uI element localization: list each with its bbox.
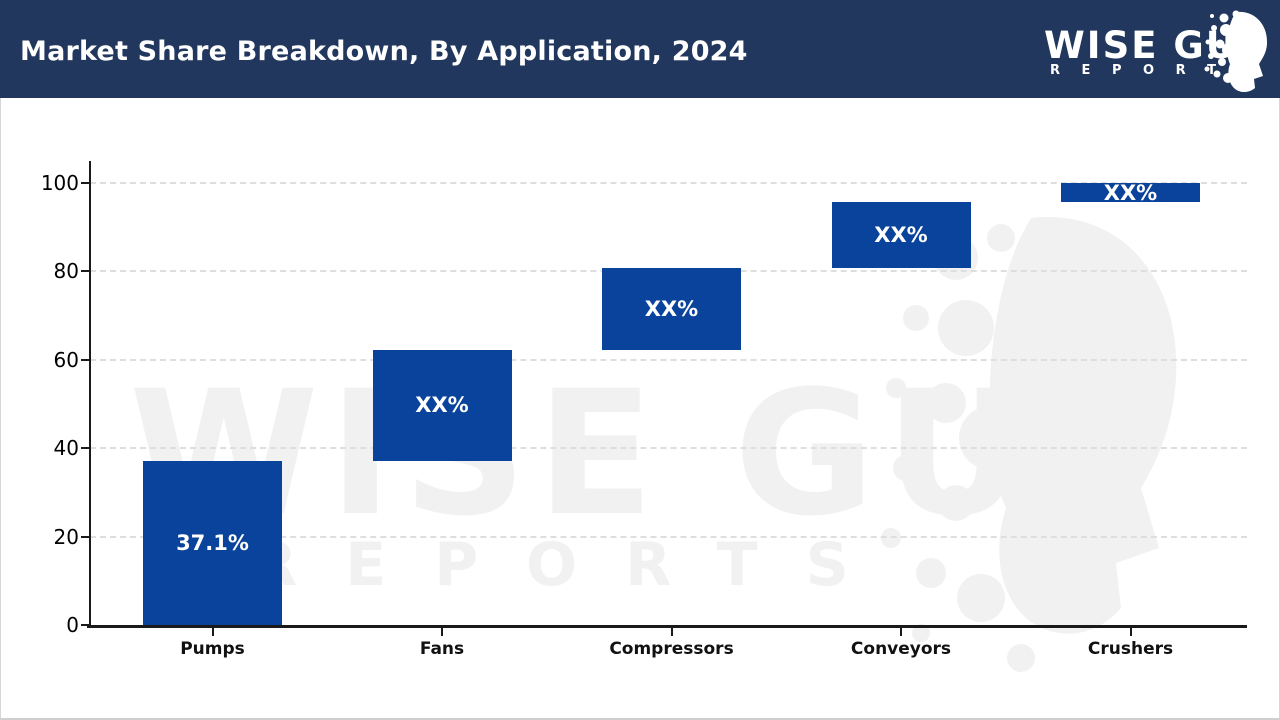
gridline xyxy=(90,535,1247,538)
x-axis-line xyxy=(87,625,1247,628)
x-category-label: Compressors xyxy=(609,639,734,659)
y-axis-line xyxy=(89,161,91,627)
bar-pumps: 37.1% xyxy=(143,461,282,625)
y-tick-mark xyxy=(81,535,89,538)
x-tick-mark xyxy=(670,628,673,636)
chart-area: WISE GUY REPORTS 0 20 40 60 80 100 37.1% Pumps X… xyxy=(0,98,1280,720)
y-tick-mark xyxy=(81,270,89,273)
y-tick-label: 60 xyxy=(53,347,79,372)
x-tick-mark xyxy=(441,628,443,636)
y-tick-label: 80 xyxy=(53,259,79,284)
x-category-label: Conveyors xyxy=(850,639,952,659)
plot: 0 20 40 60 80 100 37.1% Pumps XX% Fans XX% Compress… xyxy=(1,98,1280,720)
bar-value-label: XX% xyxy=(874,222,928,247)
x-category-label: Fans xyxy=(419,639,465,659)
head-profile-icon xyxy=(1204,10,1268,93)
gridline xyxy=(90,182,1247,184)
bar-fans: XX% xyxy=(372,349,512,461)
brand-logo-subtext: R E P O R T S xyxy=(1050,63,1256,78)
page-title: Market Share Breakdown, By Application, … xyxy=(20,36,748,67)
x-tick-mark xyxy=(900,628,902,636)
bar-value-label: XX% xyxy=(415,393,469,418)
y-tick-label: 20 xyxy=(53,524,79,549)
y-tick-mark xyxy=(81,182,89,184)
y-tick-label: 100 xyxy=(40,171,79,195)
header-bar: Market Share Breakdown, By Application, … xyxy=(0,0,1280,98)
bar-crushers: XX% xyxy=(1061,180,1200,205)
bar-value-label: XX% xyxy=(1103,180,1158,205)
bar-compressors: XX% xyxy=(602,267,741,350)
x-tick-mark xyxy=(1129,628,1132,636)
x-category-label: Pumps xyxy=(180,639,245,659)
bar-value-label: 37.1% xyxy=(176,531,249,555)
gridline xyxy=(90,358,1247,361)
y-tick-label: 40 xyxy=(53,436,79,461)
x-category-label: Crushers xyxy=(1087,639,1174,659)
y-tick-mark xyxy=(81,447,89,450)
y-tick-mark xyxy=(81,624,89,626)
y-tick-label: 0 xyxy=(66,613,79,637)
y-tick-mark xyxy=(81,358,89,361)
bar-value-label: XX% xyxy=(644,296,699,321)
x-tick-mark xyxy=(211,628,214,636)
gridline xyxy=(90,447,1247,450)
brand-logo: WISE GUY R E P O R T S xyxy=(1010,6,1270,94)
bar-conveyors: XX% xyxy=(831,202,971,268)
